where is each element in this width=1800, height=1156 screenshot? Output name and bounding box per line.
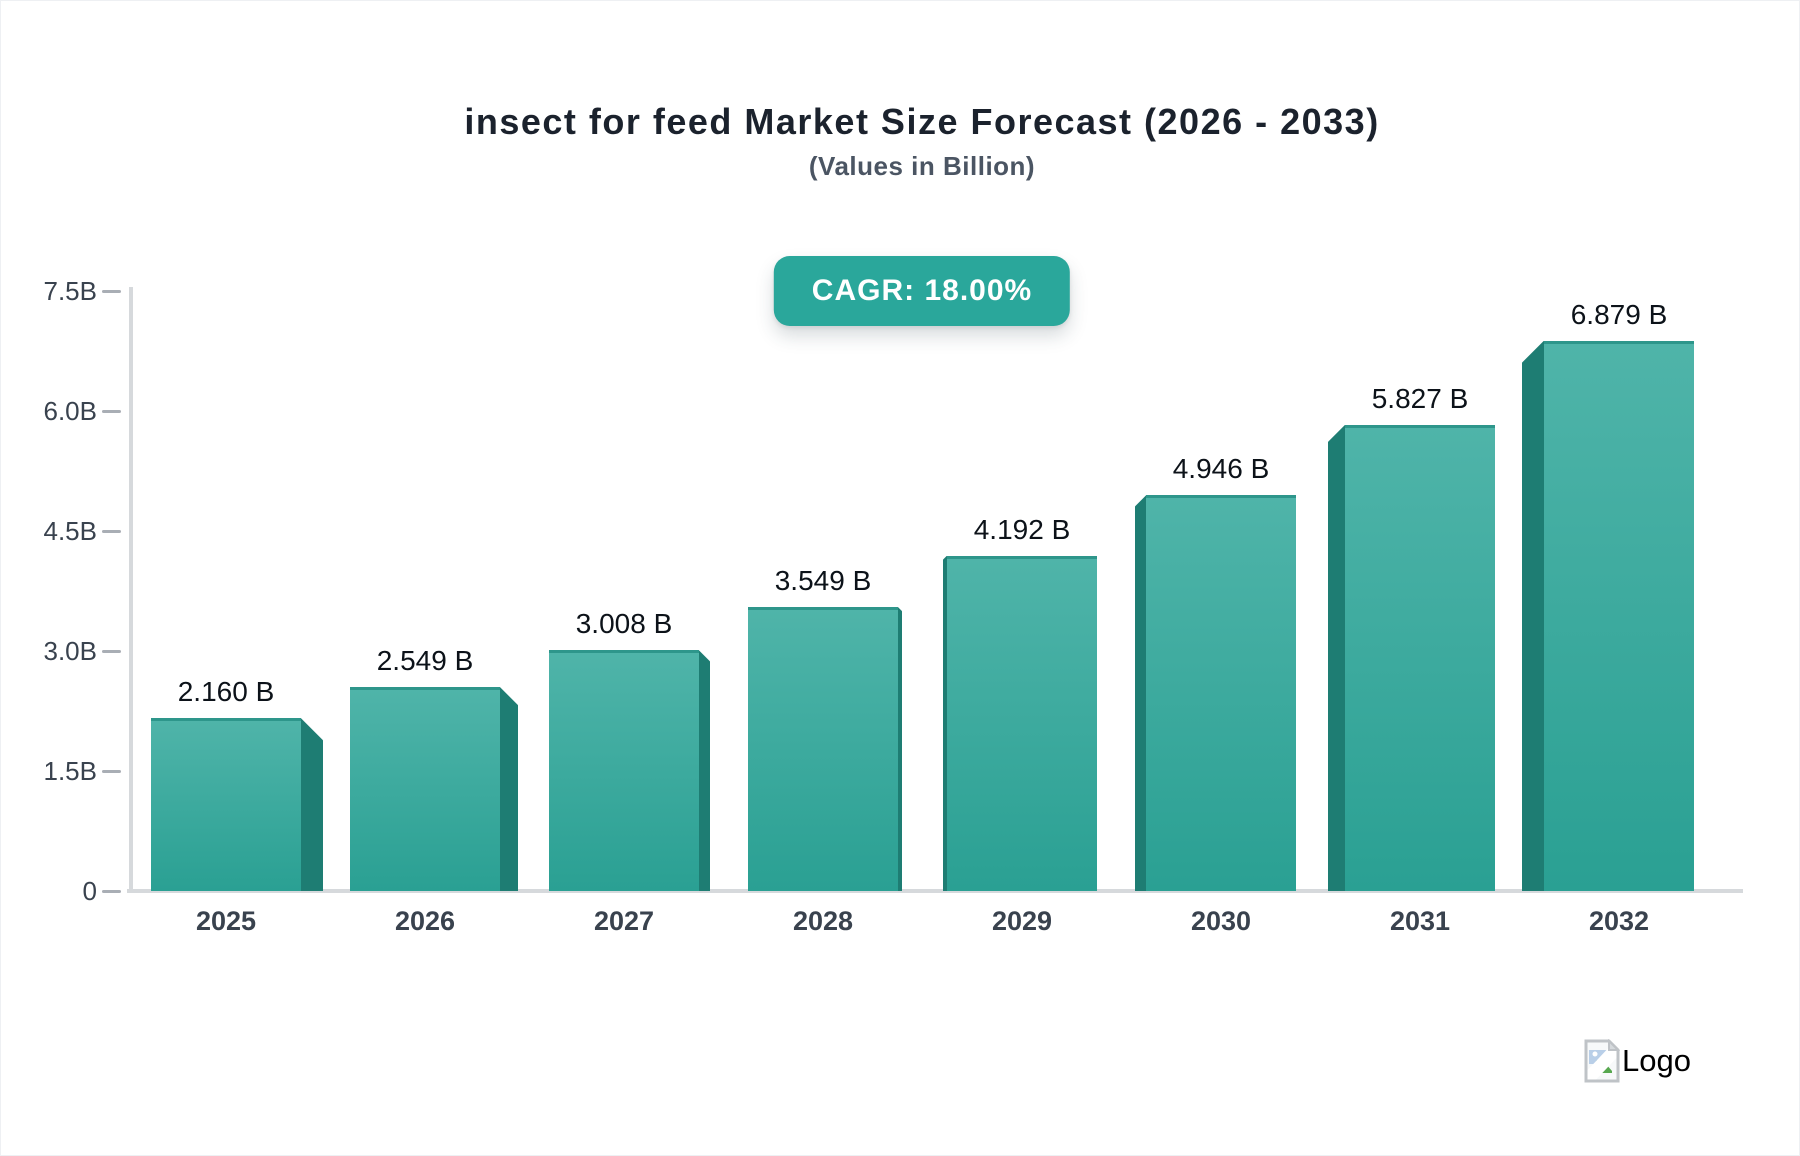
bar-side-2031 <box>1328 424 1345 891</box>
chart-title: insect for feed Market Size Forecast (20… <box>464 101 1380 142</box>
x-axis-label-2030: 2030 <box>1190 906 1252 936</box>
bar-value-label: 3.549 B <box>774 565 872 597</box>
bar-side-2027 <box>699 650 710 891</box>
y-tick-mark <box>102 769 121 773</box>
y-tick-mark <box>102 289 121 293</box>
y-tick-label: 0 <box>82 876 97 906</box>
x-axis-label-2027: 2027 <box>593 906 655 936</box>
y-tick-label: 4.5B <box>43 516 98 546</box>
y-tick-label: 7.5B <box>43 276 98 306</box>
bar-value-label: 2.549 B <box>376 645 474 677</box>
bar-2027 <box>549 650 699 891</box>
y-tick-label: 1.5B <box>43 756 98 786</box>
bar-value-label: 6.879 B <box>1570 298 1668 330</box>
bar-2028 <box>748 607 898 891</box>
y-tick-mark <box>102 889 121 893</box>
bar-2026 <box>350 687 500 891</box>
cagr-badge: CAGR: 18.00% <box>773 256 1071 326</box>
y-tick-label: 3.0B <box>43 636 98 666</box>
bar-side-2028 <box>898 607 902 891</box>
x-axis-label-2031: 2031 <box>1389 906 1451 936</box>
logo-placeholder: Logo <box>1581 1037 1691 1085</box>
bar-2030 <box>1146 495 1296 891</box>
bar-value-label: 3.008 B <box>575 608 673 640</box>
broken-image-icon <box>1581 1038 1623 1085</box>
y-tick-mark <box>102 649 121 653</box>
bar-side-2029 <box>943 555 947 891</box>
bar-side-2030 <box>1135 495 1146 891</box>
bar-2029 <box>947 555 1097 891</box>
bar-side-2025 <box>301 718 323 891</box>
bar-2025 <box>151 718 301 891</box>
bar-2032 <box>1544 340 1694 891</box>
x-axis-label-2029: 2029 <box>991 906 1053 936</box>
chart-subtitle: (Values in Billion) <box>808 151 1036 181</box>
bar-value-label: 2.160 B <box>177 676 275 708</box>
y-tick-mark <box>102 529 121 533</box>
bar-side-2026 <box>500 687 518 891</box>
bar-side-2032 <box>1522 340 1544 891</box>
y-tick-mark <box>102 409 121 413</box>
logo-alt-text: Logo <box>1622 1043 1691 1078</box>
bar-value-label: 5.827 B <box>1371 382 1469 414</box>
y-tick-label: 6.0B <box>43 396 98 426</box>
bar-value-label: 4.946 B <box>1172 453 1270 485</box>
x-axis-label-2032: 2032 <box>1588 906 1650 936</box>
x-axis-label-2028: 2028 <box>792 906 854 936</box>
bar-value-label: 4.192 B <box>973 513 1071 545</box>
y-axis-line <box>129 287 133 893</box>
x-axis-label-2026: 2026 <box>394 906 456 936</box>
x-axis-label-2025: 2025 <box>195 906 257 936</box>
bar-2031 <box>1345 424 1495 891</box>
x-axis-line <box>127 889 1743 893</box>
